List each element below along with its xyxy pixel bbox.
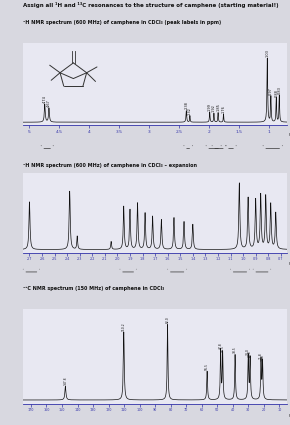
Text: 0.83: 0.83 [277, 86, 281, 94]
Text: 30.0: 30.0 [246, 348, 250, 355]
Text: Assign all ¹H and ¹³C resonances to the structure of camphene (starting material: Assign all ¹H and ¹³C resonances to the … [23, 2, 279, 8]
Text: ppm: ppm [289, 413, 290, 417]
Text: 147.8: 147.8 [64, 377, 67, 385]
Text: 20.8: 20.8 [261, 354, 264, 361]
Text: ¹H NMR spectrum (600 MHz) of camphene in CDCl₃ (peak labels in ppm): ¹H NMR spectrum (600 MHz) of camphene in… [23, 20, 221, 26]
Text: ppm: ppm [289, 132, 290, 136]
Text: ¹H NMR spectrum (600 MHz) of camphene in CDCl₃ – expansion: ¹H NMR spectrum (600 MHz) of camphene in… [23, 163, 197, 168]
Text: ¹³C NMR spectrum (150 MHz) of camphene in CDCl₃: ¹³C NMR spectrum (150 MHz) of camphene i… [23, 286, 164, 291]
Text: 0.97: 0.97 [269, 88, 273, 96]
Text: 21.8: 21.8 [259, 353, 263, 359]
Text: 1.99: 1.99 [208, 103, 212, 111]
Text: 1.85: 1.85 [216, 103, 220, 111]
Text: 2.32: 2.32 [188, 107, 192, 115]
Text: 38.5: 38.5 [233, 346, 237, 353]
Text: 1.92: 1.92 [212, 104, 216, 112]
Text: 110.2: 110.2 [122, 322, 126, 331]
Text: 46.5: 46.5 [221, 345, 225, 351]
Text: 4.67: 4.67 [47, 99, 51, 107]
Text: 0.88: 0.88 [274, 89, 278, 97]
Text: 1.76: 1.76 [222, 105, 226, 113]
Text: 56.5: 56.5 [205, 363, 209, 370]
Text: 28.8: 28.8 [248, 350, 252, 357]
Text: 47.8: 47.8 [219, 343, 223, 349]
Text: 82.0: 82.0 [166, 316, 170, 323]
Text: 4.74: 4.74 [43, 95, 47, 103]
Text: ppm: ppm [289, 261, 290, 265]
Text: 2.38: 2.38 [184, 102, 188, 110]
Text: 1.03: 1.03 [265, 49, 269, 57]
